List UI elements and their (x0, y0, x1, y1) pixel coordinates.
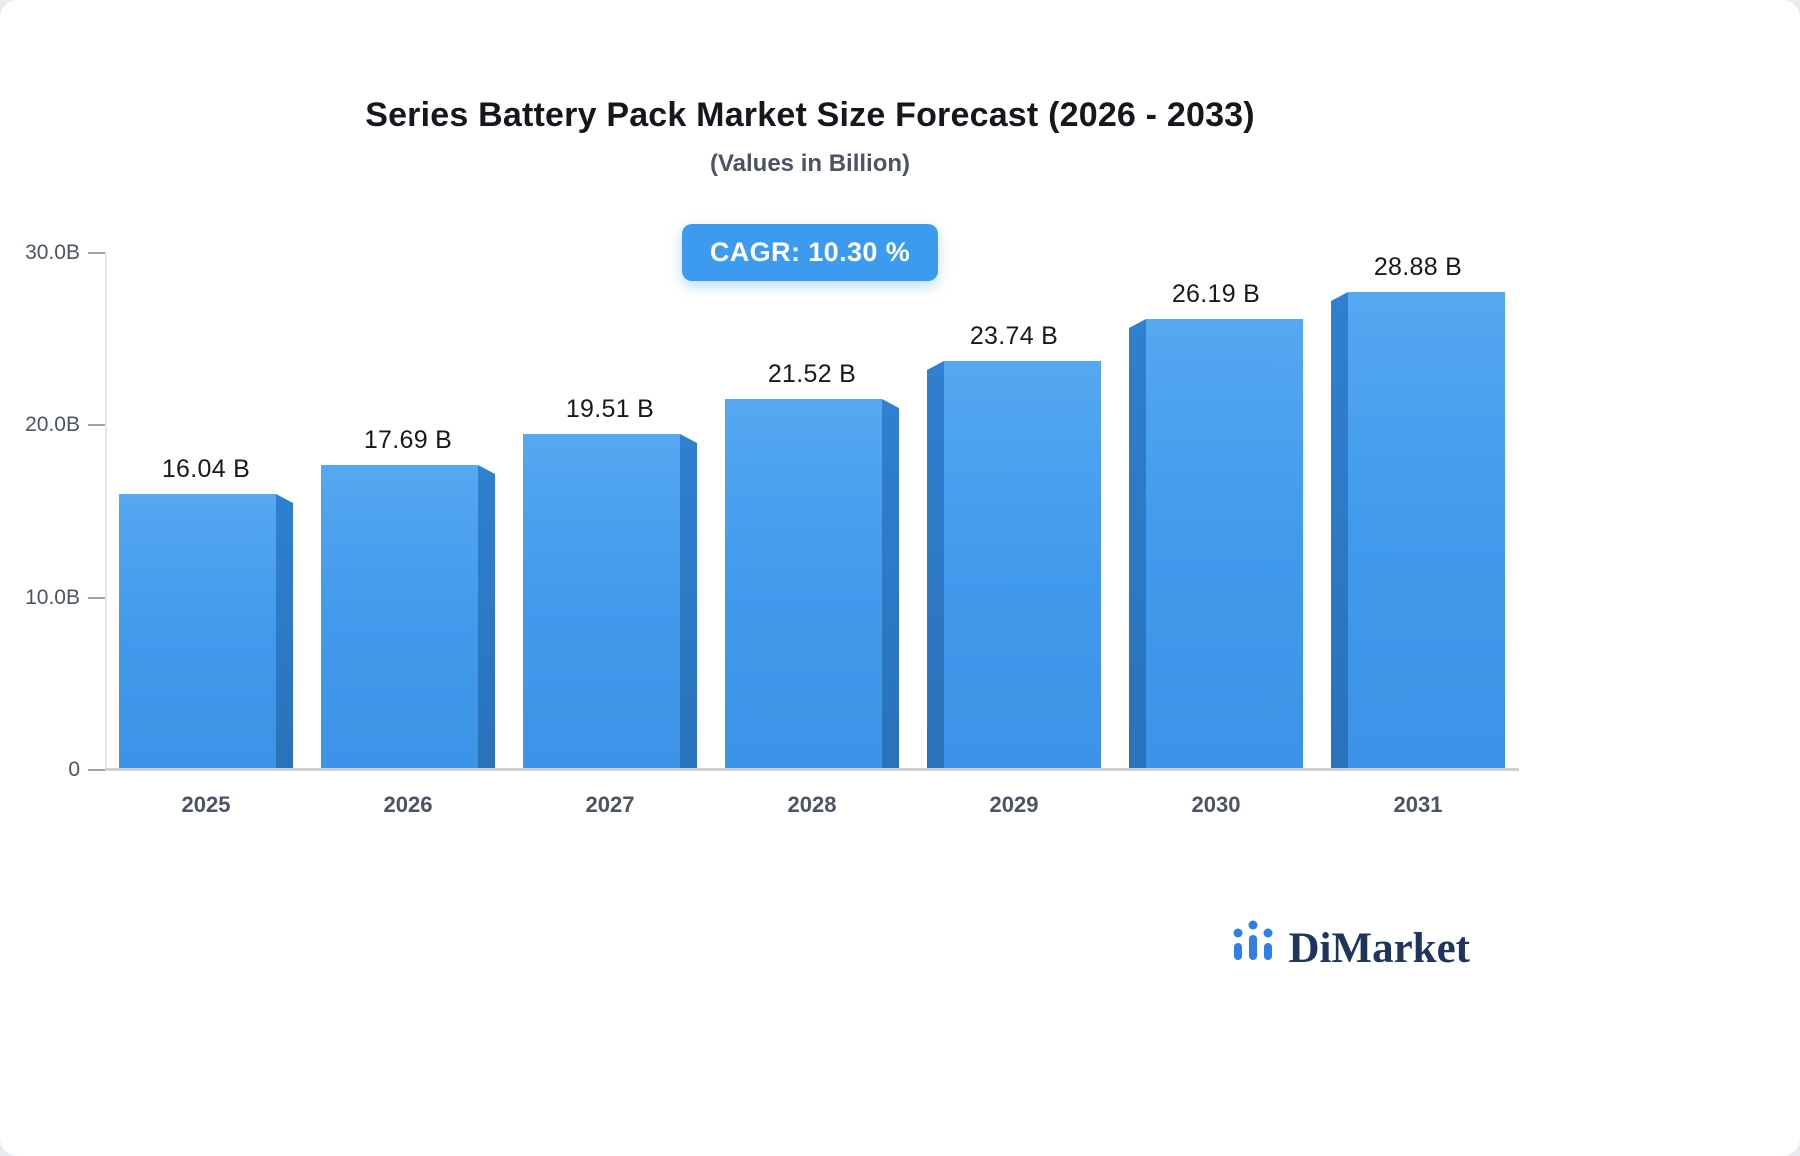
bar-3d-side (927, 361, 944, 770)
bar-3d-side (478, 465, 495, 770)
bar-chart-logo-icon (1228, 919, 1278, 970)
chart-title: Series Battery Pack Market Size Forecast… (365, 96, 1255, 134)
bar-value-label: 17.69 B (363, 426, 453, 454)
bar-3d-side (1129, 319, 1146, 770)
bar[interactable] (725, 399, 899, 770)
bar-face (944, 361, 1101, 770)
y-tick-label: 0 (68, 758, 80, 781)
y-tick-label: 30.0B (25, 241, 80, 264)
bar-3d-side (1331, 292, 1348, 770)
y-tick-mark (88, 769, 105, 771)
bar-value-label: 26.19 B (1171, 280, 1261, 308)
x-axis-label: 2026 (383, 792, 433, 817)
bar-face (1146, 319, 1303, 770)
bar-group: 26.19 B 2030 (1115, 253, 1317, 817)
bar-3d-side (882, 399, 899, 770)
y-tick-mark (88, 252, 105, 254)
cagr-badge-wrap: CAGR: 10.30 % (0, 224, 1620, 281)
bar-face (523, 434, 680, 770)
x-axis-label: 2028 (787, 792, 837, 817)
bar-group: 19.51 B 2027 (509, 253, 711, 817)
bar[interactable] (1129, 319, 1303, 770)
bar-face (321, 465, 478, 770)
y-tick-label: 20.0B (25, 413, 80, 437)
bar-group: 21.52 B 2028 (711, 253, 913, 817)
bar[interactable] (523, 434, 697, 770)
brand-logo: DiMarket (1228, 919, 1471, 972)
bar-3d-side (680, 434, 697, 770)
brand-name: DiMarket (1288, 925, 1471, 972)
y-tick-label: 10.0B (25, 585, 80, 609)
cagr-badge: CAGR: 10.30 % (681, 224, 939, 281)
bar[interactable] (927, 361, 1101, 770)
bar-face (1348, 292, 1505, 770)
x-axis-baseline (105, 768, 1519, 771)
x-axis-label: 2029 (989, 792, 1039, 817)
y-tick-mark (88, 424, 105, 427)
bar-value-label: 28.88 B (1373, 253, 1463, 281)
bar-group: 16.04 B 2025 (105, 253, 307, 817)
bar-value-label: 19.51 B (565, 395, 655, 423)
bar-face (725, 399, 882, 770)
bar[interactable] (119, 494, 293, 770)
y-axis-labels: 0 10.0B 20.0B 30.0B (0, 241, 80, 781)
y-tick-mark (88, 596, 105, 599)
chart-subtitle: (Values in Billion) (709, 150, 911, 177)
x-axis-label: 2030 (1191, 792, 1241, 817)
x-axis-label: 2031 (1393, 792, 1443, 817)
bar-group: 28.88 B 2031 (1317, 253, 1519, 817)
x-axis-label: 2025 (181, 792, 231, 817)
plot-area: 16.04 B 2025 17.69 B 2026 19.51 B 2027 21.52 B… (105, 253, 1519, 817)
bar-face (119, 494, 276, 770)
bar-value-label: 21.52 B (767, 360, 857, 388)
bar-value-label: 16.04 B (161, 455, 251, 483)
bar-group: 17.69 B 2026 (307, 253, 509, 817)
bar[interactable] (321, 465, 495, 770)
y-axis-line (105, 253, 107, 770)
y-axis-ticks (88, 252, 105, 771)
bar[interactable] (1331, 292, 1505, 770)
x-axis-label: 2027 (585, 792, 635, 817)
bar-value-label: 23.74 B (969, 322, 1059, 350)
bar-group: 23.74 B 2029 (913, 253, 1115, 817)
bar-3d-side (276, 494, 293, 770)
